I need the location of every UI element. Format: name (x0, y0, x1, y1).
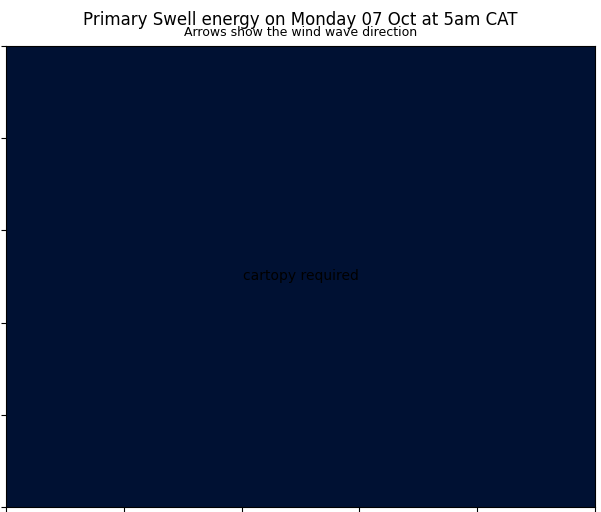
Text: Primary Swell energy on Monday 07 Oct at 5am CAT: Primary Swell energy on Monday 07 Oct at… (84, 13, 517, 31)
Text: Primary Swell energy on Monday 07 Oct at 5am CAT: Primary Swell energy on Monday 07 Oct at… (84, 11, 517, 29)
Text: cartopy required: cartopy required (243, 269, 358, 284)
Text: Arrows show the wind wave direction: Arrows show the wind wave direction (184, 28, 417, 41)
Text: Arrows show the wind wave direction: Arrows show the wind wave direction (184, 26, 417, 38)
